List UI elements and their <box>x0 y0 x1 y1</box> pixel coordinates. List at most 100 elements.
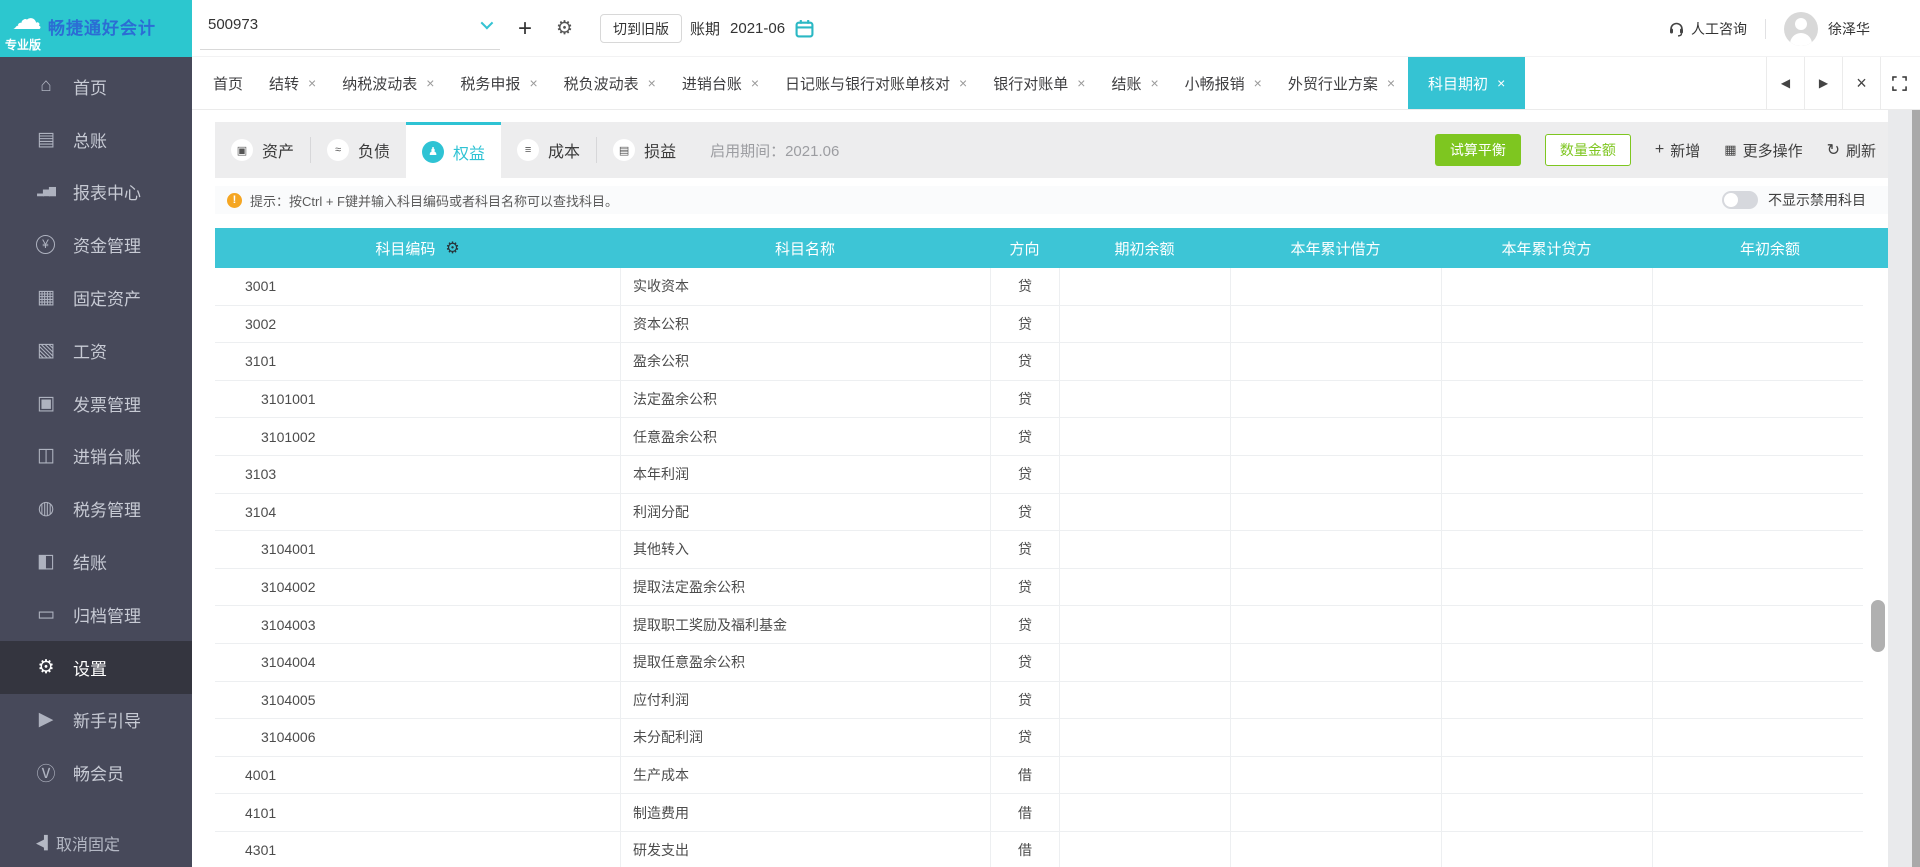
subtab-负债[interactable]: ≈ 负债 <box>311 122 406 178</box>
table-row[interactable]: 4101 制造费用借 <box>215 794 1863 832</box>
table-row[interactable]: 3104005 应付利润贷 <box>215 681 1863 720</box>
sidebar-item-archive[interactable]: ▭ 归档管理 <box>0 588 192 641</box>
tab[interactable]: 结转 × <box>256 57 329 109</box>
divider <box>310 137 312 163</box>
tab-close-icon[interactable]: × <box>959 75 968 91</box>
table-row[interactable]: 3104 利润分配贷 <box>215 493 1863 532</box>
accounting-period[interactable]: 账期 2021-06 <box>690 0 814 57</box>
table-row[interactable]: 3104001 其他转入贷 <box>215 531 1863 569</box>
tab-close-icon[interactable]: × <box>1253 75 1262 91</box>
account-select[interactable]: 500973 <box>200 0 500 50</box>
switch-old-version-button[interactable]: 切到旧版 <box>600 14 682 43</box>
tab-close-icon[interactable]: × <box>1386 75 1396 91</box>
table-row[interactable]: 3104003 提取职工奖励及福利基金贷 <box>215 606 1863 644</box>
ytd-credit <box>1441 268 1652 306</box>
balance-direction: 贷 <box>990 681 1059 720</box>
window-scrollbar[interactable] <box>1912 110 1920 867</box>
tab[interactable]: 外贸行业方案 × <box>1275 57 1408 109</box>
tab[interactable]: 进销台账 × <box>669 57 772 109</box>
table-row[interactable]: 3101001 法定盈余公积贷 <box>215 380 1863 419</box>
add-tab-button[interactable]: + <box>518 14 533 42</box>
tab[interactable]: 银行对账单 × <box>980 57 1098 109</box>
support-button[interactable]: 人工咨询 <box>1668 19 1747 39</box>
tab-close-icon[interactable]: × <box>1497 75 1506 91</box>
subject-name: 利润分配 <box>620 493 990 532</box>
sidebar-item-home[interactable]: ⌂ 首页 <box>0 60 192 113</box>
sidebar-item-membership[interactable]: Ⓥ 畅会员 <box>0 746 192 799</box>
avatar[interactable] <box>1784 11 1818 46</box>
tab[interactable]: 科目期初 × <box>1408 57 1526 109</box>
calendar-icon[interactable] <box>795 19 814 38</box>
table-row[interactable]: 3101002 任意盈余公积贷 <box>215 418 1863 456</box>
sidebar-item-tax[interactable]: ◍ 税务管理 <box>0 482 192 535</box>
subject-name: 生产成本 <box>620 756 990 795</box>
sidebar-item-invoice[interactable]: ▣ 发票管理 <box>0 377 192 430</box>
ytd-credit <box>1441 455 1652 494</box>
table-row[interactable]: 3104004 提取任意盈余公积贷 <box>215 643 1863 682</box>
table-row[interactable]: 3104006 未分配利润贷 <box>215 719 1863 757</box>
sidebar-item-settings[interactable]: ⚙ 设置 <box>0 640 192 694</box>
tab[interactable]: 日记账与银行对账单核对 × <box>772 57 980 109</box>
ytd-debit <box>1230 455 1441 494</box>
page-scrollbar-track[interactable] <box>1888 110 1912 867</box>
sidebar-item-payroll[interactable]: ▧ 工资 <box>0 324 192 377</box>
close-books-icon: ◧ <box>37 551 55 573</box>
sidebar-item-fixed-assets[interactable]: ▦ 固定资产 <box>0 271 192 324</box>
sidebar-item-funds[interactable]: ¥ 资金管理 <box>0 218 192 271</box>
sidebar-item-closing[interactable]: ◧ 结账 <box>0 535 192 588</box>
more-actions-button[interactable]: ▦ 更多操作 <box>1724 140 1802 161</box>
balance-direction: 贷 <box>990 643 1059 682</box>
add-new-button[interactable]: + 新增 <box>1655 140 1700 161</box>
trial-balance-button[interactable]: 试算平衡 <box>1434 134 1521 166</box>
fullscreen-button[interactable] <box>1880 57 1918 109</box>
gear-icon: ⚙ <box>37 656 55 678</box>
unpin-sidebar-button[interactable]: ◀▍ 取消固定 <box>36 831 120 855</box>
sidebar-item-report-center[interactable]: ▂▅▇ 报表中心 <box>0 166 192 219</box>
column-settings-gear-icon[interactable]: ⚙ <box>445 240 460 257</box>
quantity-amount-button[interactable]: 数量金额 <box>1544 134 1631 166</box>
subtab-label: 成本 <box>548 144 581 161</box>
tab-close-icon[interactable]: × <box>647 75 656 91</box>
subtab-资产[interactable]: ▣ 资产 <box>215 122 310 178</box>
table-row[interactable]: 3104002 提取法定盈余公积贷 <box>215 568 1863 607</box>
refresh-button[interactable]: ↻ 刷新 <box>1827 140 1876 161</box>
balance-direction: 贷 <box>990 380 1059 419</box>
table-row[interactable]: 3101 盈余公积贷 <box>215 343 1863 381</box>
tab[interactable]: 税负波动表 × <box>551 57 669 109</box>
subtab-损益[interactable]: ▤ 损益 <box>597 122 692 178</box>
balance-direction: 贷 <box>990 418 1059 456</box>
table-row[interactable]: 4301 研发支出借 <box>215 831 1863 867</box>
subtab-成本[interactable]: ≡ 成本 <box>501 122 596 178</box>
tabs-scroll-right-button[interactable]: ▶ <box>1804 57 1842 109</box>
table-row[interactable]: 3103 本年利润贷 <box>215 455 1863 494</box>
tab-close-icon[interactable]: × <box>1150 75 1159 91</box>
tab-close-icon[interactable]: × <box>426 75 435 91</box>
tab[interactable]: 首页 <box>200 57 256 109</box>
table-row[interactable]: 4001 生产成本借 <box>215 756 1863 795</box>
tab[interactable]: 小畅报销 × <box>1172 57 1275 109</box>
tab-close-icon[interactable]: × <box>308 75 317 91</box>
sidebar-item-beginner-guide[interactable]: ▶ 新手引导 <box>0 694 192 747</box>
sidebar-item-purchase-sales[interactable]: ◫ 进销台账 <box>0 430 192 483</box>
table-row[interactable]: 3002 资本公积贷 <box>215 305 1863 344</box>
tab[interactable]: 税务申报 × <box>447 57 550 109</box>
subtab-权益[interactable]: ♟ 权益 <box>406 122 502 178</box>
table-row[interactable]: 3001 实收资本贷 <box>215 268 1863 306</box>
tab-close-icon[interactable]: × <box>750 75 760 91</box>
tab-close-icon[interactable]: × <box>1077 75 1086 91</box>
tab[interactable]: 纳税波动表 × <box>329 57 447 109</box>
tab-close-icon[interactable]: × <box>529 75 538 91</box>
table-scrollbar-thumb[interactable] <box>1871 600 1885 652</box>
topbar-gear-icon[interactable]: ⚙ <box>556 18 574 39</box>
sidebar-nav: ⌂ 首页 ▤ 总账 ▂▅▇ 报表中心 ¥ 资金管理 ▦ 固定资产 ▧ 工资 ▣ … <box>0 57 192 799</box>
opening-balance <box>1059 794 1230 832</box>
balance-direction: 借 <box>990 756 1059 795</box>
close-all-tabs-button[interactable]: × <box>1842 57 1880 109</box>
sidebar-item-general-ledger[interactable]: ▤ 总账 <box>0 113 192 166</box>
hide-disabled-toggle[interactable] <box>1722 191 1758 209</box>
tabs-scroll-left-button[interactable]: ◀ <box>1766 57 1804 109</box>
table-header: 科目编码 ⚙ 科目名称 方向 期初余额 本年累计借方 本年累计贷方 年初余额 <box>215 228 1888 268</box>
topbar-right: 人工咨询 徐泽华 <box>1668 0 1870 57</box>
year-start-balance <box>1652 268 1863 306</box>
tab[interactable]: 结账 × <box>1098 57 1171 109</box>
